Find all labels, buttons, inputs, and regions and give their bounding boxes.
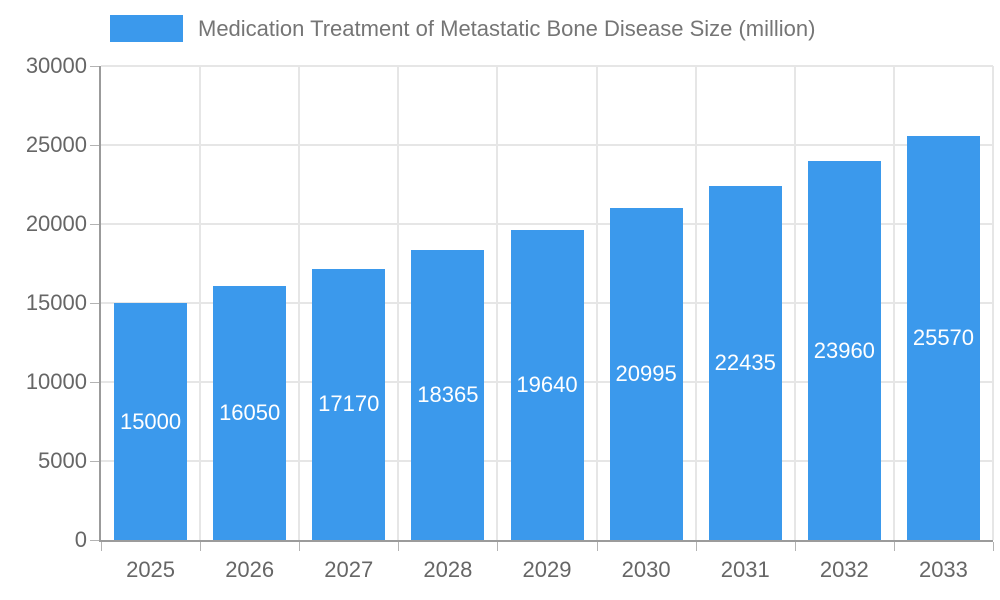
- x-tick-label: 2029: [522, 557, 572, 582]
- legend-swatch: [110, 15, 183, 42]
- y-tick-mark: [90, 224, 99, 225]
- y-tick-label: 15000: [25, 290, 87, 315]
- legend-title: Medication Treatment of Metastatic Bone …: [198, 15, 816, 41]
- y-tick-mark: [90, 461, 99, 462]
- gridline-vertical: [496, 66, 499, 540]
- y-tick-mark: [90, 303, 99, 304]
- x-tick-mark: [101, 542, 102, 551]
- bar[interactable]: 23960: [807, 161, 881, 540]
- gridline-vertical: [694, 66, 697, 540]
- gridline-vertical: [992, 66, 994, 540]
- bar-value-label: 16050: [219, 400, 281, 426]
- bar[interactable]: 19640: [510, 229, 584, 540]
- gridline-horizontal: [101, 144, 993, 146]
- gridline-vertical: [397, 66, 400, 540]
- x-tick-mark: [893, 542, 895, 551]
- y-tick-mark: [90, 540, 99, 541]
- x-tick-mark: [200, 542, 202, 551]
- gridline-vertical: [892, 66, 895, 540]
- gridline-horizontal: [101, 223, 993, 225]
- x-tick-mark: [497, 542, 499, 551]
- bar-value-label: 17170: [318, 391, 380, 417]
- bar[interactable]: 17170: [312, 268, 386, 540]
- y-tick-label: 5000: [38, 448, 87, 473]
- x-tick-mark: [695, 542, 697, 551]
- x-tick-mark: [398, 542, 400, 551]
- y-tick-mark: [90, 66, 99, 67]
- x-tick-label: 2026: [225, 557, 275, 582]
- x-tick-label: 2033: [918, 557, 968, 582]
- x-axis-line: [99, 540, 993, 542]
- gridline-vertical: [199, 66, 202, 540]
- legend[interactable]: Medication Treatment of Metastatic Bone …: [110, 15, 815, 42]
- bar-value-label: 23960: [813, 337, 875, 363]
- x-tick-label: 2031: [720, 557, 770, 582]
- y-tick-label: 0: [74, 527, 87, 552]
- y-tick-label: 25000: [25, 132, 87, 157]
- x-tick-label: 2032: [819, 557, 869, 582]
- bar-value-label: 22435: [714, 349, 776, 375]
- x-tick-label: 2027: [324, 557, 374, 582]
- bar-value-label: 20995: [615, 361, 677, 387]
- bar-value-label: 15000: [119, 408, 182, 434]
- x-tick-label: 2028: [423, 557, 473, 582]
- y-axis-line: [99, 66, 101, 542]
- bar-value-label: 19640: [516, 371, 578, 397]
- bar[interactable]: 16050: [213, 286, 287, 540]
- bar-value-label: 18365: [417, 381, 479, 407]
- gridline-vertical: [595, 66, 598, 540]
- x-tick-mark: [299, 542, 301, 551]
- y-tick-mark: [90, 382, 99, 383]
- gridline-vertical: [793, 66, 796, 540]
- y-tick-label: 20000: [25, 211, 87, 236]
- x-tick-mark: [794, 542, 796, 551]
- y-tick-mark: [90, 145, 99, 146]
- bar-value-label: 25570: [912, 324, 975, 350]
- y-tick-label: 10000: [25, 369, 87, 394]
- bar[interactable]: 22435: [708, 185, 782, 540]
- bar[interactable]: 25570: [906, 135, 980, 540]
- bar[interactable]: 20995: [609, 208, 683, 540]
- x-tick-mark: [993, 542, 994, 551]
- gridline-vertical: [298, 66, 301, 540]
- gridline-horizontal: [101, 65, 993, 67]
- bar[interactable]: 18365: [411, 249, 485, 540]
- x-tick-label: 2030: [621, 557, 671, 582]
- y-tick-label: 30000: [25, 53, 87, 78]
- x-tick-mark: [596, 542, 598, 551]
- bar[interactable]: 15000: [114, 303, 188, 540]
- x-tick-label: 2025: [126, 557, 176, 582]
